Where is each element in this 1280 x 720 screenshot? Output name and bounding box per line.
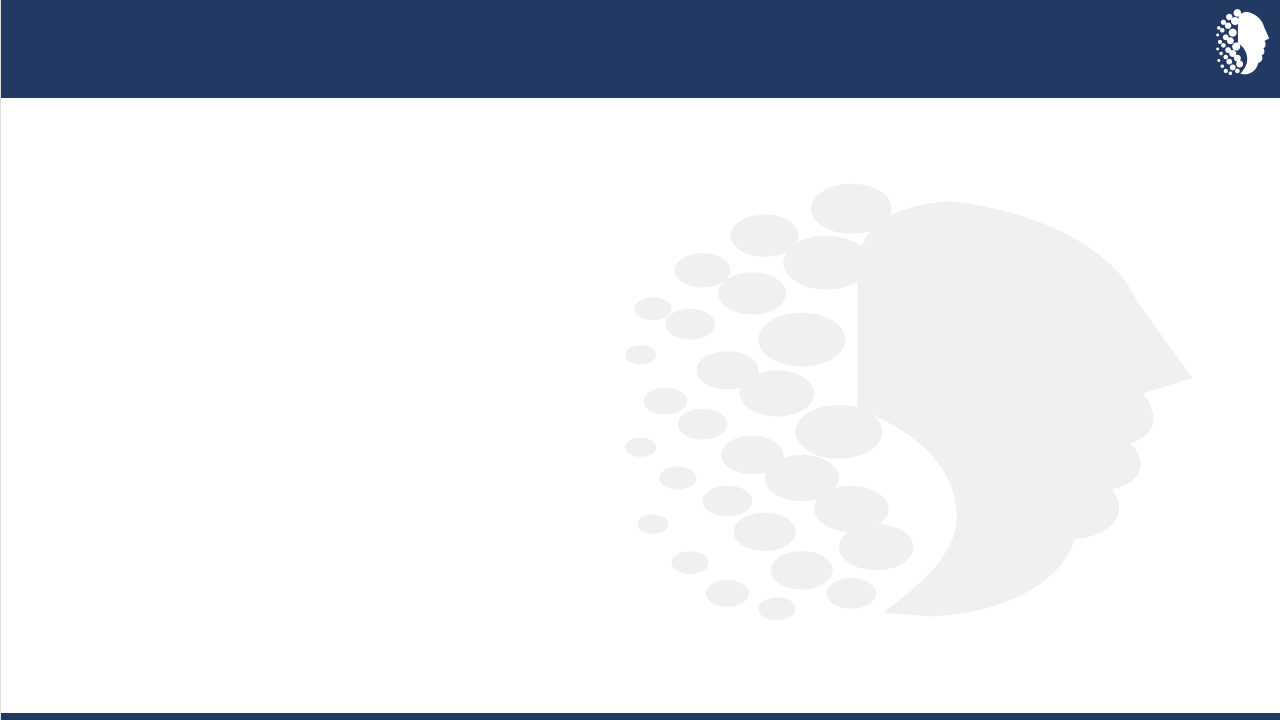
chart-area (1, 98, 1280, 713)
header (1, 0, 1280, 98)
wise-guy-logo (1203, 6, 1271, 86)
logo-text (1203, 46, 1209, 47)
watermark-face-icon (625, 183, 1193, 621)
footer-bar (1, 713, 1280, 720)
logo-face-icon (1216, 9, 1270, 76)
